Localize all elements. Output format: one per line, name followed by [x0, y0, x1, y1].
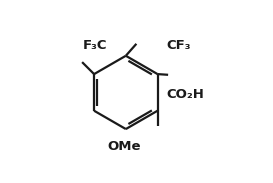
- Text: OMe: OMe: [107, 140, 140, 153]
- Text: CF₃: CF₃: [166, 39, 191, 52]
- Text: CO₂H: CO₂H: [166, 88, 204, 101]
- Text: F₃C: F₃C: [83, 39, 107, 52]
